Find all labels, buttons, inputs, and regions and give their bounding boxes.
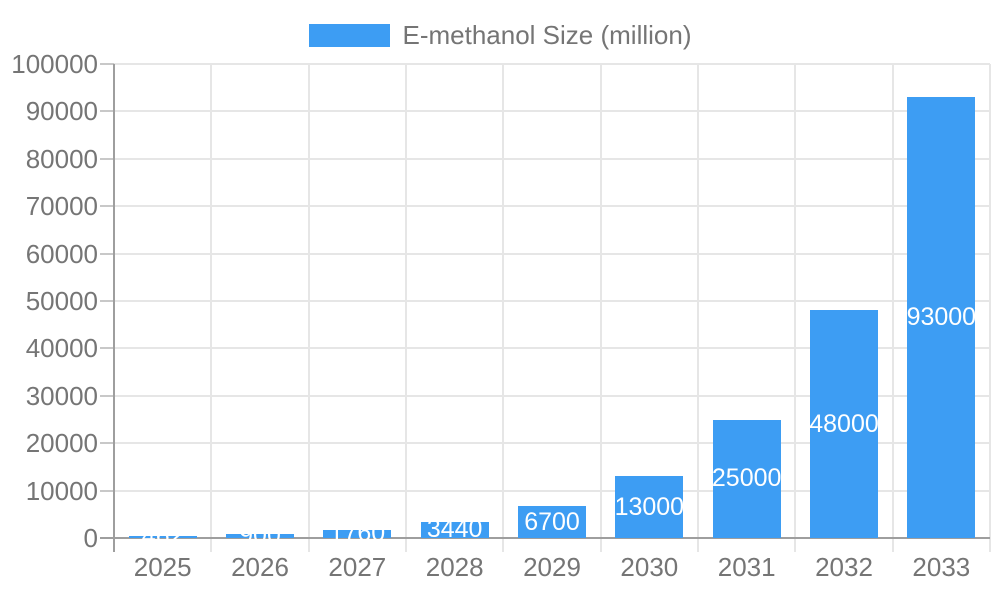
y-grid-line — [114, 157, 990, 160]
y-grid-line — [114, 205, 990, 208]
bar-2028[interactable]: 3440 — [420, 517, 489, 542]
x-axis-label: 2025 — [133, 552, 192, 582]
x-grid-line — [794, 64, 797, 552]
bar-2031[interactable]: 25000 — [711, 419, 782, 538]
bar-value-label: 93000 — [906, 303, 977, 332]
y-axis-tick — [100, 252, 114, 255]
bar-value-label: 3440 — [426, 515, 483, 544]
y-axis-label: 30000 — [25, 380, 98, 411]
y-grid-line — [114, 394, 990, 397]
x-axis-label: 2029 — [523, 552, 581, 582]
y-axis-tick — [100, 394, 114, 397]
y-axis-label: 0 — [83, 523, 98, 553]
bar-2030[interactable]: 13000 — [614, 476, 685, 538]
x-axis-label: 2030 — [620, 552, 679, 582]
y-grid-line — [114, 300, 990, 302]
x-axis-label: 2026 — [231, 552, 289, 582]
y-axis-tick — [100, 110, 114, 113]
x-grid-line — [307, 64, 310, 552]
y-axis-tick — [100, 63, 114, 65]
y-grid-line — [114, 252, 990, 255]
y-axis-label: 80000 — [25, 143, 98, 174]
y-grid-line — [114, 63, 990, 65]
y-axis-tick — [100, 489, 114, 492]
bar-value-label: 900 — [239, 521, 281, 550]
legend-swatch — [308, 24, 390, 47]
bar-value-label: 25000 — [711, 464, 782, 493]
x-axis-label: 2028 — [425, 552, 484, 582]
x-grid-line — [405, 64, 407, 552]
y-axis-tick — [100, 442, 114, 445]
y-axis-label: 20000 — [25, 428, 98, 459]
bar-value-label: 13000 — [614, 492, 685, 521]
x-grid-line — [210, 64, 213, 552]
bar-2027[interactable]: 1760 — [323, 521, 392, 546]
y-axis-tick — [100, 537, 114, 539]
x-axis-label: 2033 — [912, 552, 971, 582]
y-axis-label: 100000 — [11, 49, 98, 79]
y-axis-tick — [100, 157, 114, 160]
x-grid-line — [891, 64, 894, 552]
legend[interactable]: E-methanol Size (million) — [0, 20, 1000, 51]
bar-value-label: 48000 — [809, 409, 879, 438]
bar-value-label: 462 — [141, 522, 184, 551]
y-grid-line — [114, 489, 990, 492]
x-axis-line — [114, 537, 990, 539]
y-grid-line — [114, 442, 990, 445]
x-axis-label: 2027 — [328, 552, 387, 582]
y-axis-label: 10000 — [25, 475, 98, 506]
x-axis-label: 2032 — [815, 552, 873, 582]
y-grid-line — [114, 110, 990, 113]
bar-2026[interactable]: 900 — [226, 523, 294, 548]
y-axis-line — [113, 64, 115, 552]
x-grid-line — [697, 64, 699, 552]
y-axis-label: 90000 — [25, 96, 98, 127]
bar-value-label: 6700 — [524, 507, 580, 536]
bar-2029[interactable]: 6700 — [518, 506, 586, 538]
y-axis-tick — [100, 300, 114, 302]
y-axis-label: 70000 — [25, 191, 98, 222]
y-axis-label: 40000 — [25, 333, 98, 364]
bar-2033[interactable]: 93000 — [906, 97, 977, 538]
y-axis-label: 60000 — [25, 238, 98, 269]
legend-label: E-methanol Size (million) — [402, 20, 692, 50]
y-grid-line — [114, 347, 990, 350]
bar-2032[interactable]: 48000 — [809, 310, 879, 538]
x-grid-line — [599, 64, 602, 552]
bar-2025[interactable]: 462 — [128, 524, 197, 549]
x-grid-line — [989, 64, 991, 552]
bar-value-label: 1760 — [329, 519, 386, 548]
y-axis-label: 50000 — [25, 286, 98, 316]
x-axis-label: 2031 — [717, 552, 776, 582]
x-grid-line — [502, 64, 505, 552]
y-axis-tick — [100, 347, 114, 350]
y-axis-tick — [100, 205, 114, 208]
